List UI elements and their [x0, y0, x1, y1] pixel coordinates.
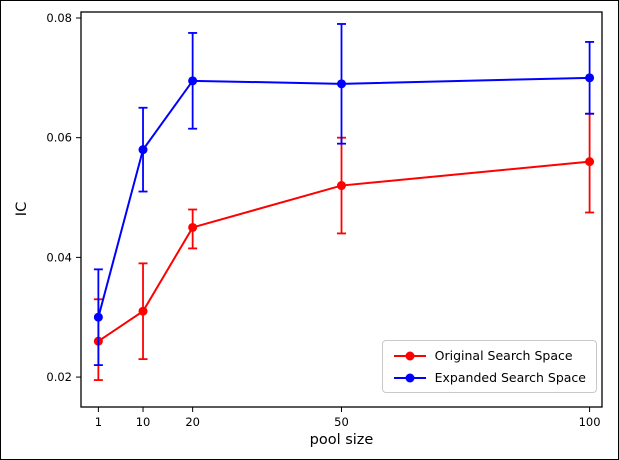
x-tick-label: 1 [95, 415, 102, 429]
x-tick-label: 100 [579, 415, 601, 429]
y-tick-label: 0.02 [46, 370, 72, 384]
data-point [93, 312, 103, 322]
series-1 [93, 23, 595, 367]
x-axis-label: pool size [309, 432, 374, 448]
data-point [138, 306, 148, 316]
x-tick-label: 10 [136, 415, 151, 429]
y-tick-label: 0.08 [46, 11, 72, 25]
data-point [585, 73, 595, 83]
series-line [97, 76, 590, 318]
data-point [337, 181, 346, 191]
legend-label-expanded: Expanded Search Space [434, 370, 586, 385]
y-tick-label: 0.04 [46, 250, 72, 264]
data-point [188, 76, 198, 86]
legend-marker-original [393, 351, 426, 360]
legend-label-original: Original Search Space [434, 348, 573, 363]
legend: Original Search Space Expanded Search Sp… [381, 340, 597, 393]
data-point [585, 157, 595, 167]
x-tick-label: 20 [185, 415, 200, 429]
legend-entry-original: Original Search Space [392, 348, 586, 363]
data-point [337, 79, 346, 89]
y-tick-label: 0.06 [46, 131, 72, 145]
data-point [138, 145, 148, 155]
legend-marker-expanded [393, 373, 426, 382]
x-tick-label: 50 [334, 415, 349, 429]
y-axis-label: IC [14, 201, 30, 217]
data-point [188, 222, 198, 232]
legend-entry-expanded: Expanded Search Space [392, 370, 586, 385]
